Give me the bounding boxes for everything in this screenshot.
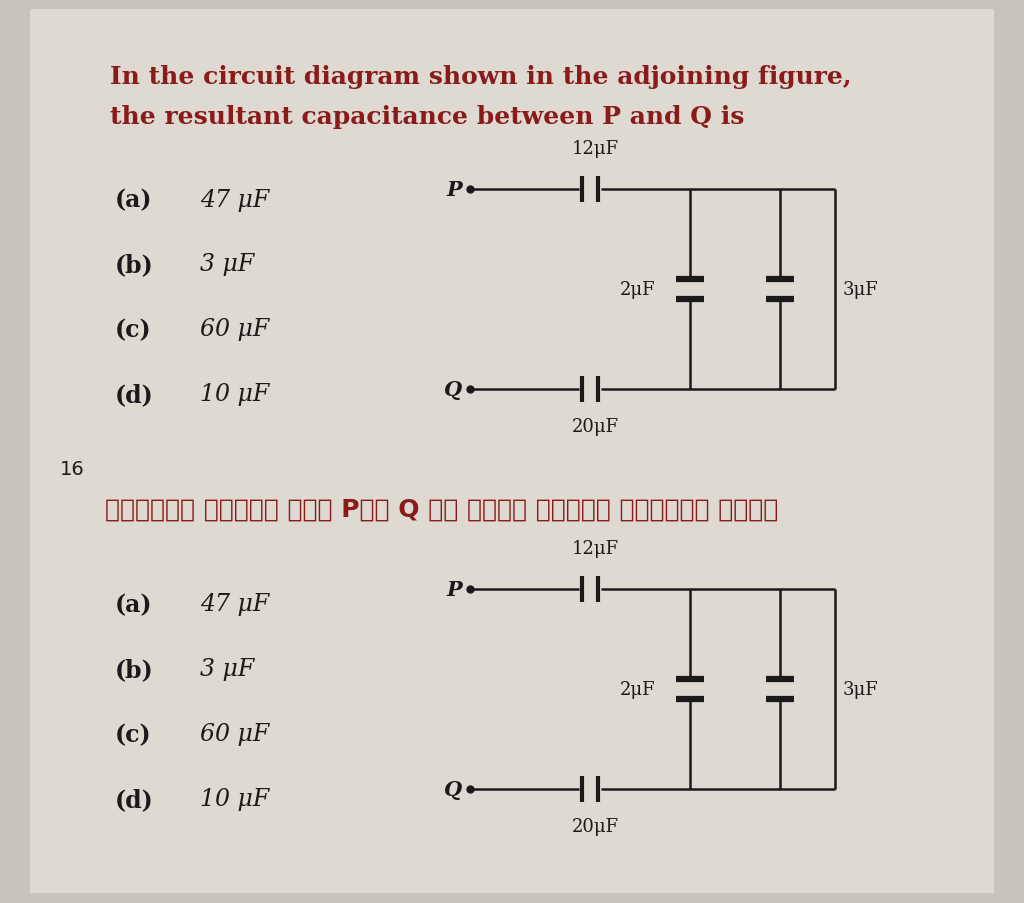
- Text: 12μF: 12μF: [571, 140, 618, 158]
- Text: 20μF: 20μF: [571, 417, 618, 435]
- Text: Q: Q: [443, 379, 462, 399]
- Text: the resultant capacitance between P and Q is: the resultant capacitance between P and …: [110, 105, 744, 129]
- Text: 10 μF: 10 μF: [200, 787, 269, 811]
- Text: (d): (d): [115, 787, 154, 811]
- Text: 10 μF: 10 μF: [200, 383, 269, 406]
- Text: (d): (d): [115, 383, 154, 406]
- Text: 3μF: 3μF: [843, 680, 879, 698]
- Text: 2μF: 2μF: [620, 281, 655, 299]
- Text: 47 μF: 47 μF: [200, 189, 269, 211]
- Text: 16: 16: [60, 460, 85, 479]
- Text: (b): (b): [115, 657, 154, 681]
- Text: 3 μF: 3 μF: [200, 253, 254, 276]
- Text: (c): (c): [115, 318, 152, 341]
- Text: P: P: [446, 180, 462, 200]
- Text: 2μF: 2μF: [620, 680, 655, 698]
- Text: 47 μF: 47 μF: [200, 593, 269, 616]
- Text: 3 μF: 3 μF: [200, 657, 254, 681]
- Text: (b): (b): [115, 253, 154, 276]
- Text: 60 μF: 60 μF: [200, 318, 269, 341]
- Text: 3μF: 3μF: [843, 281, 879, 299]
- Text: (a): (a): [115, 592, 153, 617]
- Text: In the circuit diagram shown in the adjoining figure,: In the circuit diagram shown in the adjo…: [110, 65, 852, 88]
- Text: Q: Q: [443, 779, 462, 799]
- Text: P: P: [446, 580, 462, 600]
- Text: संलग्न चित्र में Pऔर Q के मध्य तुल्य धारिता होगी: संलग्न चित्र में Pऔर Q के मध्य तुल्य धार…: [105, 498, 778, 521]
- Text: (c): (c): [115, 722, 152, 746]
- Text: (a): (a): [115, 188, 153, 212]
- Text: 12μF: 12μF: [571, 539, 618, 557]
- Text: 20μF: 20μF: [571, 817, 618, 835]
- Text: 60 μF: 60 μF: [200, 722, 269, 746]
